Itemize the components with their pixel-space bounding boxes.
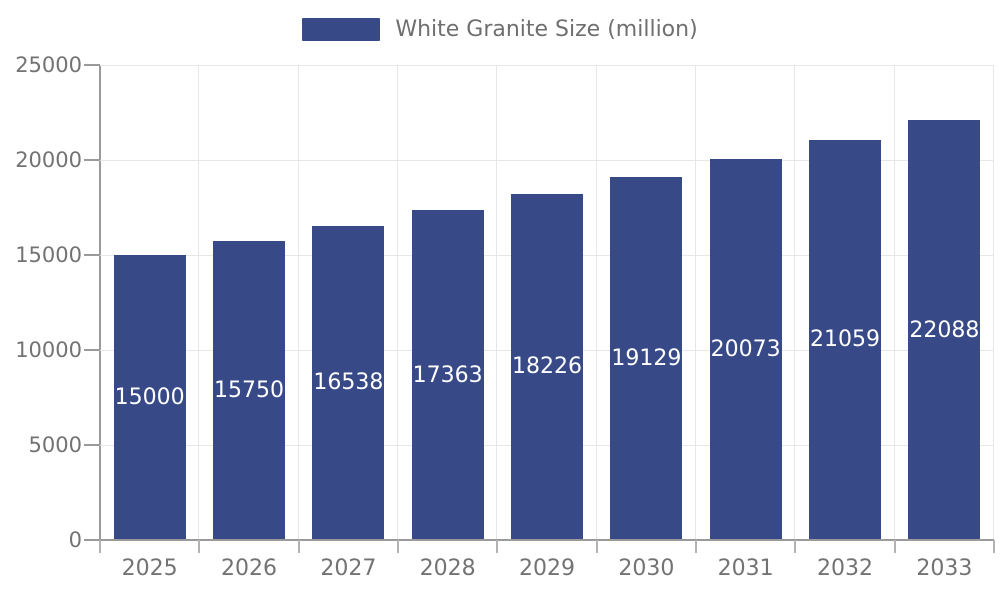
bar-value-label: 20073: [710, 336, 781, 362]
bar-value-label: 17363: [412, 362, 483, 388]
x-tick-mark: [198, 540, 201, 553]
bar-value-label: 15000: [114, 385, 185, 410]
bar-value-label: 22088: [909, 317, 980, 343]
x-tick-mark: [595, 540, 598, 553]
chart-legend[interactable]: White Granite Size (million): [0, 17, 1000, 42]
plot-area: 15000 15750 16538 17363 18226 19129 20073 21059…: [100, 65, 994, 540]
v-gridline: [794, 65, 796, 540]
legend-label: White Granite Size (million): [395, 17, 698, 42]
x-tick-mark: [794, 540, 797, 553]
bar-2027[interactable]: 16538: [312, 225, 385, 540]
v-gridline: [198, 65, 200, 540]
y-tick-mark: [84, 444, 100, 446]
x-tick-label: 2032: [817, 556, 873, 581]
bar-value-label: 18226: [512, 354, 582, 380]
y-tick-label: 20000: [15, 148, 82, 172]
bar-2032[interactable]: 21059: [809, 139, 881, 540]
bar-2030[interactable]: 19129: [610, 176, 683, 540]
bar-2033[interactable]: 22088: [908, 120, 981, 540]
v-gridline: [695, 65, 696, 540]
bar-2025[interactable]: 15000: [113, 255, 186, 540]
bar-value-label: 19129: [611, 345, 682, 371]
y-tick-mark: [84, 64, 100, 66]
y-tick-mark: [84, 539, 100, 541]
x-tick-label: 2027: [320, 556, 377, 581]
bar-value-label: 16538: [313, 370, 384, 396]
y-tick-mark: [84, 254, 100, 256]
y-tick-mark: [84, 349, 100, 351]
x-tick-label: 2031: [717, 556, 774, 581]
y-tick-mark: [84, 159, 100, 161]
v-gridline: [993, 65, 994, 540]
x-tick-mark: [695, 540, 697, 553]
v-gridline: [595, 65, 597, 540]
y-tick-label: 15000: [15, 243, 82, 267]
x-tick-label: 2029: [519, 556, 575, 581]
bar-value-label: 21059: [810, 327, 880, 353]
y-tick-label: 5000: [28, 433, 82, 457]
bar-2029[interactable]: 18226: [511, 193, 583, 540]
y-axis-line: [99, 65, 101, 542]
y-tick-label: 25000: [15, 53, 82, 77]
bar-2031[interactable]: 20073: [709, 158, 782, 540]
y-tick-label: 10000: [15, 338, 82, 362]
x-tick-label: 2033: [916, 556, 973, 581]
x-tick-mark: [297, 540, 300, 553]
legend-swatch-icon: [302, 18, 381, 41]
x-tick-mark: [893, 540, 896, 553]
bar-2026[interactable]: 15750: [213, 240, 285, 540]
x-tick-label: 2026: [221, 556, 277, 581]
x-axis-line: [99, 539, 994, 541]
x-tick-mark: [99, 540, 101, 553]
x-tick-label: 2028: [419, 556, 476, 581]
x-tick-label: 2030: [618, 556, 675, 581]
y-tick-label: 0: [68, 528, 82, 552]
x-tick-label: 2025: [121, 556, 178, 581]
v-gridline: [397, 65, 398, 540]
x-tick-mark: [496, 540, 499, 553]
h-gridline: [100, 160, 994, 161]
v-gridline: [496, 65, 498, 540]
x-tick-mark: [993, 540, 995, 553]
x-tick-mark: [397, 540, 399, 553]
bar-2028[interactable]: 17363: [411, 210, 484, 540]
v-gridline: [893, 65, 895, 540]
bar-value-label: 15750: [214, 377, 284, 403]
v-gridline: [297, 65, 299, 540]
h-gridline: [100, 65, 994, 66]
